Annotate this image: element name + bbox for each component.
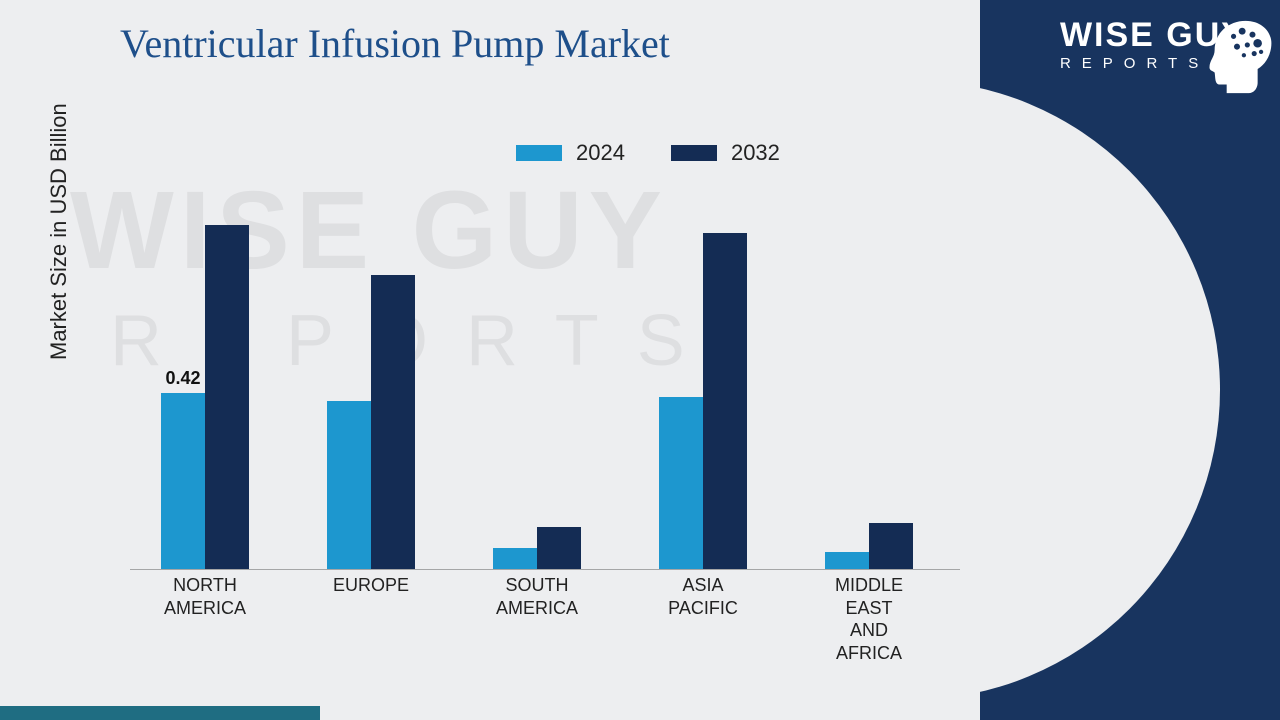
category-label: NORTHAMERICA	[130, 574, 280, 619]
bar-2024	[825, 552, 869, 569]
bar-2024: 0.42	[161, 393, 205, 569]
bar-2024	[659, 397, 703, 569]
category-label: SOUTHAMERICA	[462, 574, 612, 619]
bar-2032	[205, 225, 249, 569]
bar-2032	[371, 275, 415, 569]
bar-2024	[493, 548, 537, 569]
chart-title: Ventricular Infusion Pump Market	[120, 20, 670, 67]
brain-head-icon	[1194, 14, 1280, 100]
page-root: WISE GUY REPORTS Ventricular Infusion Pu…	[0, 0, 1280, 720]
bar-2032	[869, 523, 913, 569]
brand-logo: WISE GUY REPORTS	[1060, 18, 1246, 71]
category-label: MIDDLEEASTANDAFRICA	[794, 574, 944, 664]
category-label: EUROPE	[296, 574, 446, 597]
bar-value-label: 0.42	[161, 368, 205, 389]
bottom-accent-bar	[0, 706, 320, 720]
bar-2032	[703, 233, 747, 569]
plot-region: 0.42	[130, 150, 960, 570]
bar-2032	[537, 527, 581, 569]
chart-area: Market Size in USD Billion 2024 2032 0.4…	[46, 150, 976, 690]
y-axis-label: Market Size in USD Billion	[46, 103, 72, 360]
bar-2024	[327, 401, 371, 569]
category-label: ASIAPACIFIC	[628, 574, 778, 619]
